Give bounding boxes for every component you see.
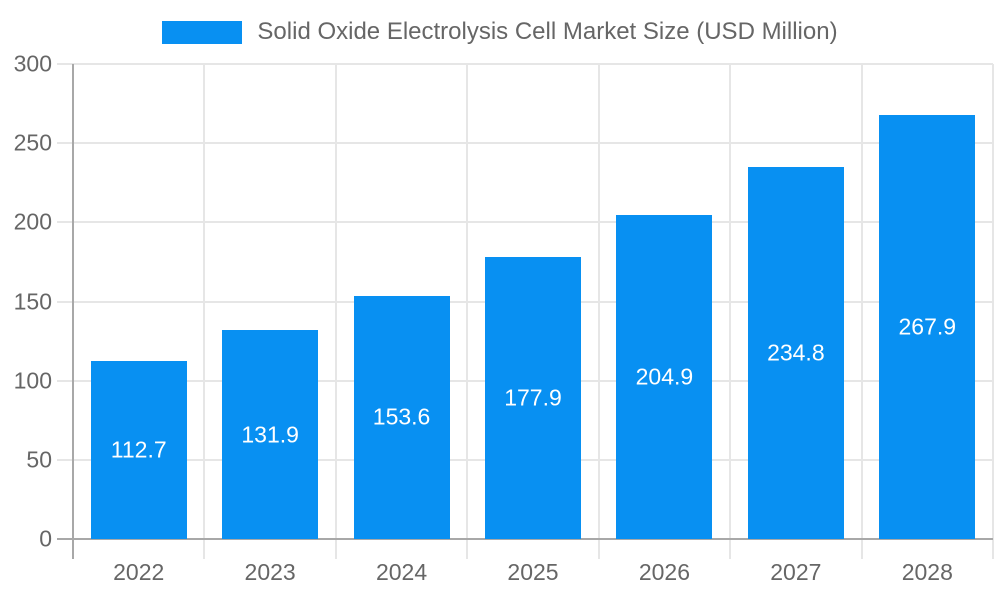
x-tick [992,539,994,559]
y-gridline [73,63,993,65]
bar-2027[interactable] [747,167,844,539]
bar-value-label: 131.9 [241,421,299,448]
x-axis-label: 2028 [901,559,953,585]
x-gridline [860,64,863,539]
bar-2028[interactable] [879,114,976,539]
y-gridline [73,221,993,224]
y-axis-label: 50 [26,446,52,473]
y-axis-label: 300 [13,50,52,77]
x-tick [729,539,732,559]
bar-value-label: 234.8 [767,339,825,366]
x-axis-label: 2025 [507,559,559,585]
y-tick [57,538,73,540]
x-gridline [203,64,206,539]
x-gridline [992,64,994,539]
legend-swatch [162,20,243,44]
x-axis-label: 2026 [638,559,691,585]
x-gridline [334,64,337,539]
x-tick [334,539,337,559]
bar-2023[interactable] [222,330,319,539]
x-axis-label: 2027 [770,559,822,585]
bar-2022[interactable] [90,360,187,539]
y-tick [57,379,73,382]
x-tick [597,539,600,559]
x-axis-label: 2022 [113,559,165,585]
x-axis-label: 2023 [244,559,296,585]
x-gridline [597,64,600,539]
y-tick [57,63,73,65]
y-axis-line [72,64,74,559]
y-tick [57,300,73,303]
x-tick [203,539,206,559]
y-axis-label: 100 [13,367,52,394]
x-gridline [466,64,469,539]
bar-2026[interactable] [616,214,713,539]
bar-2024[interactable] [353,295,450,539]
legend-label: Solid Oxide Electrolysis Cell Market Siz… [257,18,838,45]
x-gridline [729,64,732,539]
bar-value-label: 112.7 [110,436,167,463]
bar-value-label: 267.9 [898,313,957,340]
legend[interactable]: Solid Oxide Electrolysis Cell Market Siz… [0,18,1000,46]
y-tick [57,221,73,224]
y-axis-label: 150 [13,288,52,314]
x-axis-label: 2024 [375,559,428,585]
y-axis-label: 0 [39,525,52,552]
y-tick [57,458,73,461]
x-axis-line [73,538,993,540]
x-tick [860,539,863,559]
bar-value-label: 177.9 [504,384,562,411]
bar-2025[interactable] [485,257,581,539]
y-tick [57,142,73,145]
bar-value-label: 153.6 [372,403,431,430]
bar-value-label: 204.9 [635,363,694,390]
x-tick [466,539,469,559]
y-axis-label: 200 [13,208,52,235]
y-axis-label: 250 [13,129,52,156]
y-gridline [73,142,993,145]
